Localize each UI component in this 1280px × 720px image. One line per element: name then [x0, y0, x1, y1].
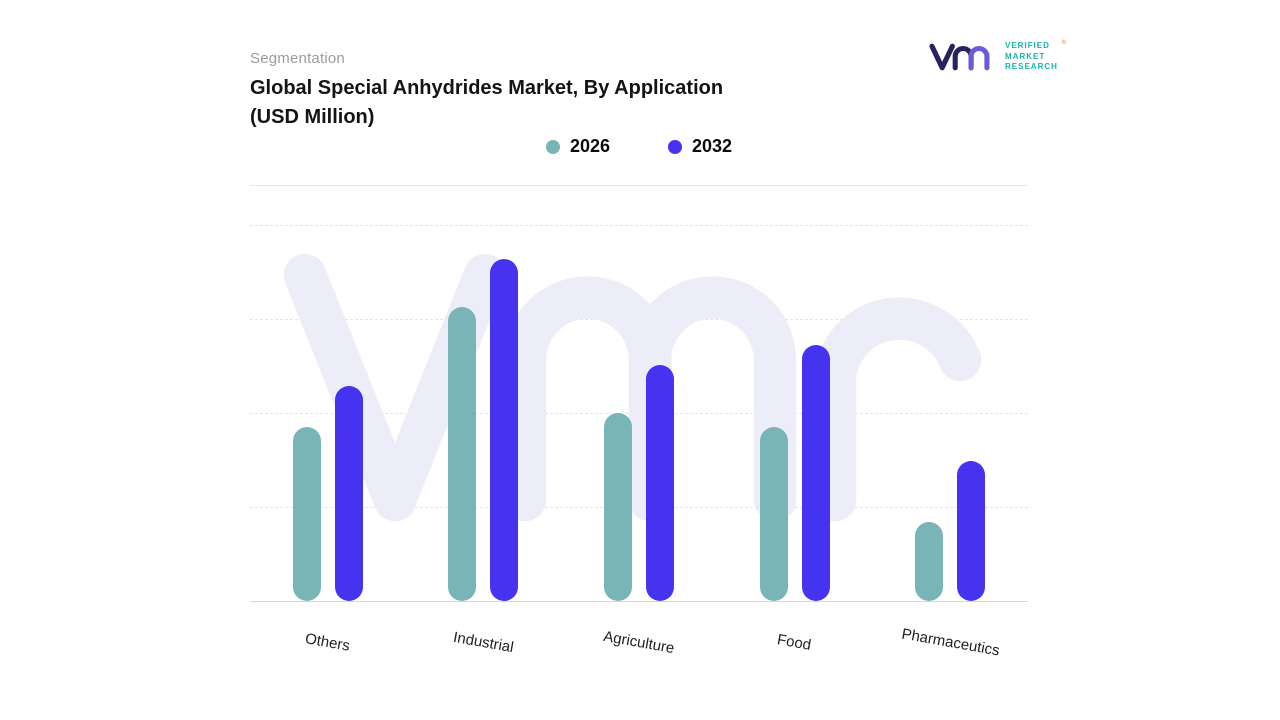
- bar-group-agriculture: [603, 225, 674, 601]
- x-label-cell-others: Others: [250, 624, 406, 655]
- bar-2032-food[interactable]: [801, 344, 830, 601]
- legend-marker-2032: [668, 139, 682, 154]
- x-axis-label-industrial: Industrial: [451, 628, 515, 657]
- vmr-logo: VERIFIED MARKET RESEARCH ®: [928, 34, 1066, 80]
- legend-label-2032: 2032: [692, 136, 733, 156]
- x-label-cell-agriculture: Agriculture: [561, 624, 717, 657]
- bar-2032-agriculture[interactable]: [645, 365, 674, 601]
- x-axis-label-agriculture: Agriculture: [602, 627, 676, 658]
- bar-2026-industrial[interactable]: [448, 307, 477, 601]
- logo-line-verified: VERIFIED: [1005, 41, 1050, 51]
- legend-item-2026[interactable]: 2026: [545, 136, 610, 157]
- x-axis-label-food: Food: [776, 631, 813, 654]
- x-axis-label-others: Others: [304, 630, 352, 655]
- eyebrow-segmentation: Segmentation: [250, 50, 345, 67]
- legend-label-2026: 2026: [569, 136, 610, 156]
- chart-legend: 2026 2032: [250, 136, 1028, 157]
- bar-2026-food[interactable]: [759, 426, 788, 601]
- gridline: [250, 225, 1028, 226]
- bar-group-pharmaceutics: [915, 225, 986, 601]
- bar-2032-pharmaceutics[interactable]: [957, 460, 986, 601]
- bar-2032-industrial[interactable]: [490, 259, 519, 601]
- x-label-cell-industrial: Industrial: [406, 624, 562, 656]
- bar-2032-others[interactable]: [334, 385, 363, 601]
- bar-2026-others[interactable]: [292, 426, 321, 601]
- legend-marker-2026: [545, 139, 560, 154]
- plot-area: [250, 225, 1028, 602]
- logo-line-market: MARKET: [1005, 51, 1046, 61]
- bar-group-food: [759, 225, 830, 601]
- bar-group-others: [292, 225, 363, 601]
- bars-container: [250, 225, 1028, 601]
- bar-group-industrial: [448, 225, 519, 601]
- logo-line-research: RESEARCH: [1005, 62, 1058, 72]
- chart-title-line2: (USD Million): [250, 106, 375, 128]
- x-axis-label-pharmaceutics: Pharmaceutics: [899, 625, 1001, 660]
- x-label-cell-pharmaceutics: Pharmaceutics: [872, 624, 1028, 660]
- x-label-cell-food: Food: [717, 624, 873, 654]
- bar-2026-pharmaceutics[interactable]: [915, 522, 944, 601]
- x-axis-labels: Others Industrial Agriculture Food Pharmaceu…: [250, 624, 1028, 660]
- chart-title-line1: Global Special Anhydrides Market, By App…: [250, 77, 724, 99]
- vmr-logo-text: VERIFIED MARKET RESEARCH ®: [1005, 40, 1066, 73]
- header-divider: [250, 185, 1028, 186]
- bar-2026-agriculture[interactable]: [603, 413, 632, 601]
- chart-title: Global Special Anhydrides Market, By App…: [250, 74, 870, 132]
- registered-trademark-icon: ®: [1061, 40, 1066, 47]
- legend-item-2032[interactable]: 2032: [668, 136, 732, 157]
- vmr-monogram-icon: [929, 43, 990, 71]
